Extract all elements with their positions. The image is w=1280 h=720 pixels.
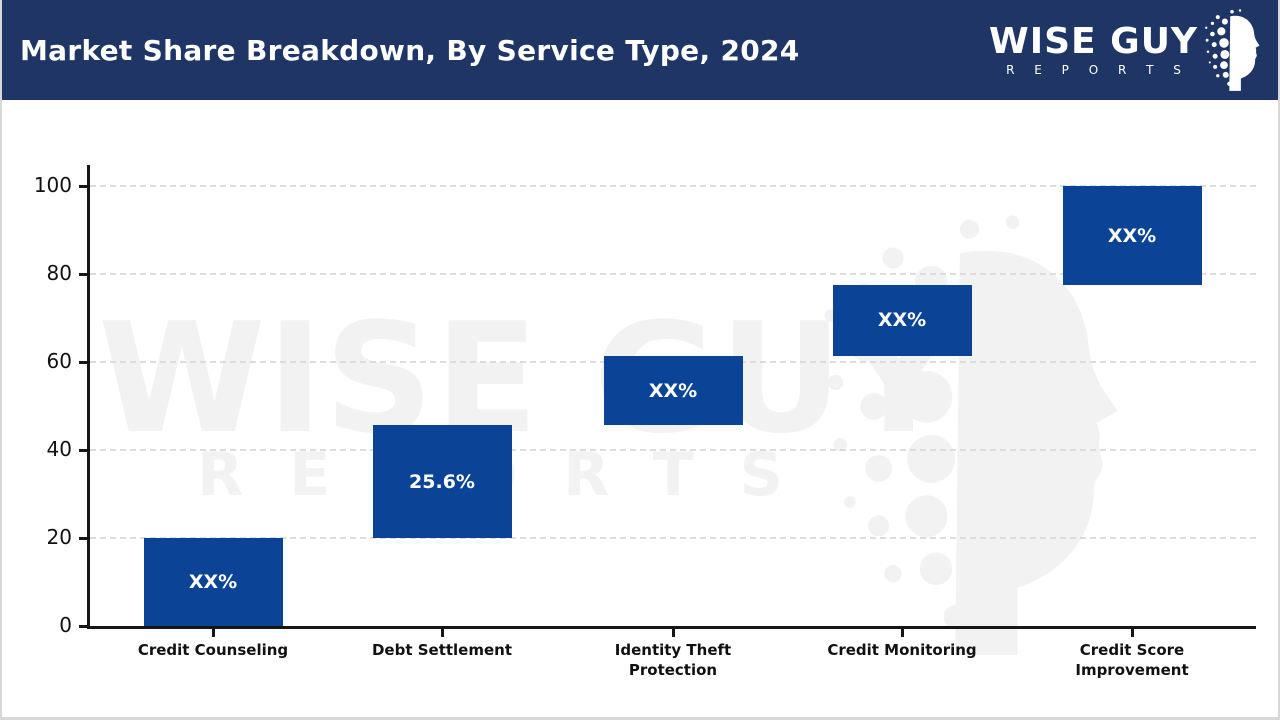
bar-segment: 25.6% bbox=[372, 425, 512, 538]
x-tickmark bbox=[671, 629, 675, 637]
logo-tagline: R E P O R T S bbox=[1006, 63, 1189, 77]
watermark-text: WISE GUY bbox=[98, 290, 955, 467]
y-tickmark bbox=[79, 625, 87, 628]
category-label: Credit Counseling bbox=[137, 641, 289, 659]
logo-name: WISE GUY bbox=[988, 21, 1198, 62]
bar-segment: XX% bbox=[832, 285, 972, 356]
header: Market Share Breakdown, By Service Type,… bbox=[2, 0, 1278, 100]
page-title: Market Share Breakdown, By Service Type,… bbox=[20, 33, 800, 67]
x-axis-line bbox=[87, 626, 1256, 629]
y-axis-line bbox=[87, 165, 90, 629]
y-tickmark bbox=[79, 361, 87, 364]
bar-segment: XX% bbox=[1062, 186, 1202, 285]
y-tick-label: 40 bbox=[46, 437, 72, 461]
bar-segment: XX% bbox=[143, 538, 283, 626]
gridline-100 bbox=[90, 185, 1256, 187]
y-tickmark bbox=[79, 185, 87, 188]
y-tick-label: 100 bbox=[33, 173, 72, 197]
bar-value-label: 25.6% bbox=[409, 470, 475, 493]
gridline-20 bbox=[90, 537, 1256, 539]
y-tickmark bbox=[79, 449, 87, 452]
bar-segment: XX% bbox=[603, 355, 743, 426]
x-tickmark bbox=[900, 629, 904, 637]
gridline-80 bbox=[90, 273, 1256, 275]
bar-value-label: XX% bbox=[648, 379, 698, 402]
x-tickmark bbox=[211, 629, 215, 637]
category-label: Debt Settlement bbox=[371, 641, 513, 659]
y-tick-label: 0 bbox=[59, 613, 72, 637]
y-tickmark bbox=[79, 537, 87, 540]
wiseguy-logo: WISE GUY R E P O R T S bbox=[989, 8, 1264, 92]
category-label: Credit Monitoring bbox=[827, 641, 977, 659]
bar-value-label: XX% bbox=[1107, 224, 1157, 247]
waterfall-chart: XX% 25.6% XX% XX% XX% 0 20 40 60 80 100 Credit Coun… bbox=[2, 100, 1278, 717]
logo-text: WISE GUY R E P O R T S bbox=[988, 21, 1198, 78]
chart-area: WISE GUY REPORTS XX% 25.6% XX% XX% XX% 0 20 40 6… bbox=[2, 100, 1278, 717]
bar-value-label: XX% bbox=[877, 309, 927, 332]
x-tickmark bbox=[1130, 629, 1134, 637]
y-tick-label: 20 bbox=[46, 525, 72, 549]
category-label: Credit Score Improvement bbox=[1075, 641, 1189, 679]
y-tick-label: 60 bbox=[46, 349, 72, 373]
head-profile-icon bbox=[1205, 9, 1260, 91]
y-tickmark bbox=[79, 273, 87, 276]
gridline-40 bbox=[90, 449, 1256, 451]
bar-value-label: XX% bbox=[188, 571, 238, 593]
category-label: Identity Theft Protection bbox=[614, 641, 732, 679]
y-tick-label: 80 bbox=[46, 261, 72, 285]
x-tickmark bbox=[440, 629, 444, 637]
